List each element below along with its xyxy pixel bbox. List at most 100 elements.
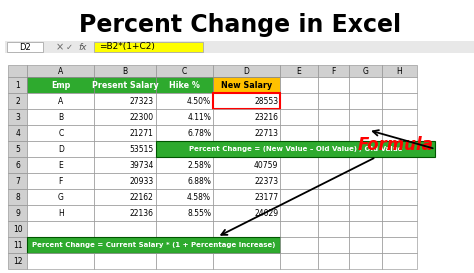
Bar xyxy=(213,109,280,125)
Text: A: A xyxy=(58,96,64,105)
Bar xyxy=(280,157,318,173)
Bar xyxy=(318,93,349,109)
Bar xyxy=(213,253,280,269)
Bar xyxy=(280,65,318,77)
Bar xyxy=(382,157,417,173)
Text: ✓: ✓ xyxy=(66,43,73,52)
Text: A: A xyxy=(58,67,64,76)
Bar xyxy=(318,205,349,221)
Text: 22373: 22373 xyxy=(254,177,278,185)
Bar xyxy=(382,253,417,269)
Text: G: G xyxy=(363,67,369,76)
Text: 23216: 23216 xyxy=(254,112,278,121)
Text: 40759: 40759 xyxy=(254,161,278,170)
Bar xyxy=(280,141,318,157)
Bar xyxy=(349,189,382,205)
Text: 22136: 22136 xyxy=(130,209,154,218)
Bar xyxy=(280,93,318,109)
Bar xyxy=(280,205,318,221)
Bar xyxy=(213,173,280,189)
Text: B: B xyxy=(122,67,128,76)
Bar xyxy=(94,77,155,93)
Bar xyxy=(9,65,27,77)
Bar xyxy=(213,77,280,93)
Bar xyxy=(318,65,349,77)
Bar xyxy=(9,77,27,93)
Bar xyxy=(27,157,94,173)
Text: 24029: 24029 xyxy=(254,209,278,218)
Text: B: B xyxy=(58,112,64,121)
Bar xyxy=(27,221,94,237)
Bar xyxy=(280,109,318,125)
Text: 20933: 20933 xyxy=(129,177,154,185)
Bar xyxy=(94,253,155,269)
Text: =B2*(1+C2): =B2*(1+C2) xyxy=(100,43,155,52)
Bar xyxy=(213,93,280,109)
Bar xyxy=(27,77,94,93)
Text: 8: 8 xyxy=(16,192,20,201)
Bar xyxy=(280,221,318,237)
Bar xyxy=(318,141,349,157)
Bar xyxy=(318,109,349,125)
Bar xyxy=(94,65,155,77)
Bar xyxy=(349,205,382,221)
Text: H: H xyxy=(58,209,64,218)
Bar xyxy=(349,77,382,93)
Bar xyxy=(382,141,417,157)
Text: 39734: 39734 xyxy=(129,161,154,170)
Bar xyxy=(94,125,155,141)
Bar xyxy=(155,253,213,269)
Bar xyxy=(382,109,417,125)
Bar xyxy=(94,221,155,237)
Bar xyxy=(155,157,213,173)
Bar xyxy=(280,125,318,141)
Bar xyxy=(155,65,213,77)
Bar xyxy=(94,93,155,109)
Bar xyxy=(280,77,318,93)
Text: C: C xyxy=(58,129,64,138)
Bar xyxy=(382,125,417,141)
Text: 22162: 22162 xyxy=(130,192,154,201)
Bar xyxy=(9,109,27,125)
Bar xyxy=(382,77,417,93)
Bar xyxy=(155,109,213,125)
Bar xyxy=(213,157,280,173)
Bar xyxy=(280,173,318,189)
Bar xyxy=(155,141,436,157)
Bar xyxy=(349,221,382,237)
Text: 23177: 23177 xyxy=(254,192,278,201)
Text: 10: 10 xyxy=(13,224,23,233)
Text: H: H xyxy=(396,67,402,76)
Text: 1: 1 xyxy=(16,81,20,90)
Text: Emp: Emp xyxy=(51,81,71,90)
Text: G: G xyxy=(58,192,64,201)
Bar xyxy=(349,109,382,125)
Bar xyxy=(382,93,417,109)
Bar xyxy=(9,125,27,141)
Text: Percent Change = (New Value – Old Value) / Old Value: Percent Change = (New Value – Old Value)… xyxy=(189,146,402,152)
Text: 4.11%: 4.11% xyxy=(187,112,211,121)
Text: 53515: 53515 xyxy=(129,144,154,153)
Text: 21271: 21271 xyxy=(130,129,154,138)
Bar xyxy=(27,237,280,253)
Bar xyxy=(27,65,94,77)
Bar xyxy=(155,189,213,205)
Text: 6: 6 xyxy=(15,161,20,170)
Bar xyxy=(318,253,349,269)
Text: New Salary: New Salary xyxy=(221,81,272,90)
Bar xyxy=(5,41,474,53)
Bar xyxy=(9,189,27,205)
Bar xyxy=(349,93,382,109)
Bar xyxy=(213,189,280,205)
Bar xyxy=(280,237,318,253)
Bar xyxy=(213,141,280,157)
Text: E: E xyxy=(297,67,301,76)
Text: 4.50%: 4.50% xyxy=(187,96,211,105)
Bar xyxy=(318,173,349,189)
Bar xyxy=(27,141,94,157)
Text: C: C xyxy=(182,67,187,76)
Bar xyxy=(318,157,349,173)
Bar xyxy=(94,42,203,52)
Bar xyxy=(318,125,349,141)
Bar xyxy=(155,77,213,93)
